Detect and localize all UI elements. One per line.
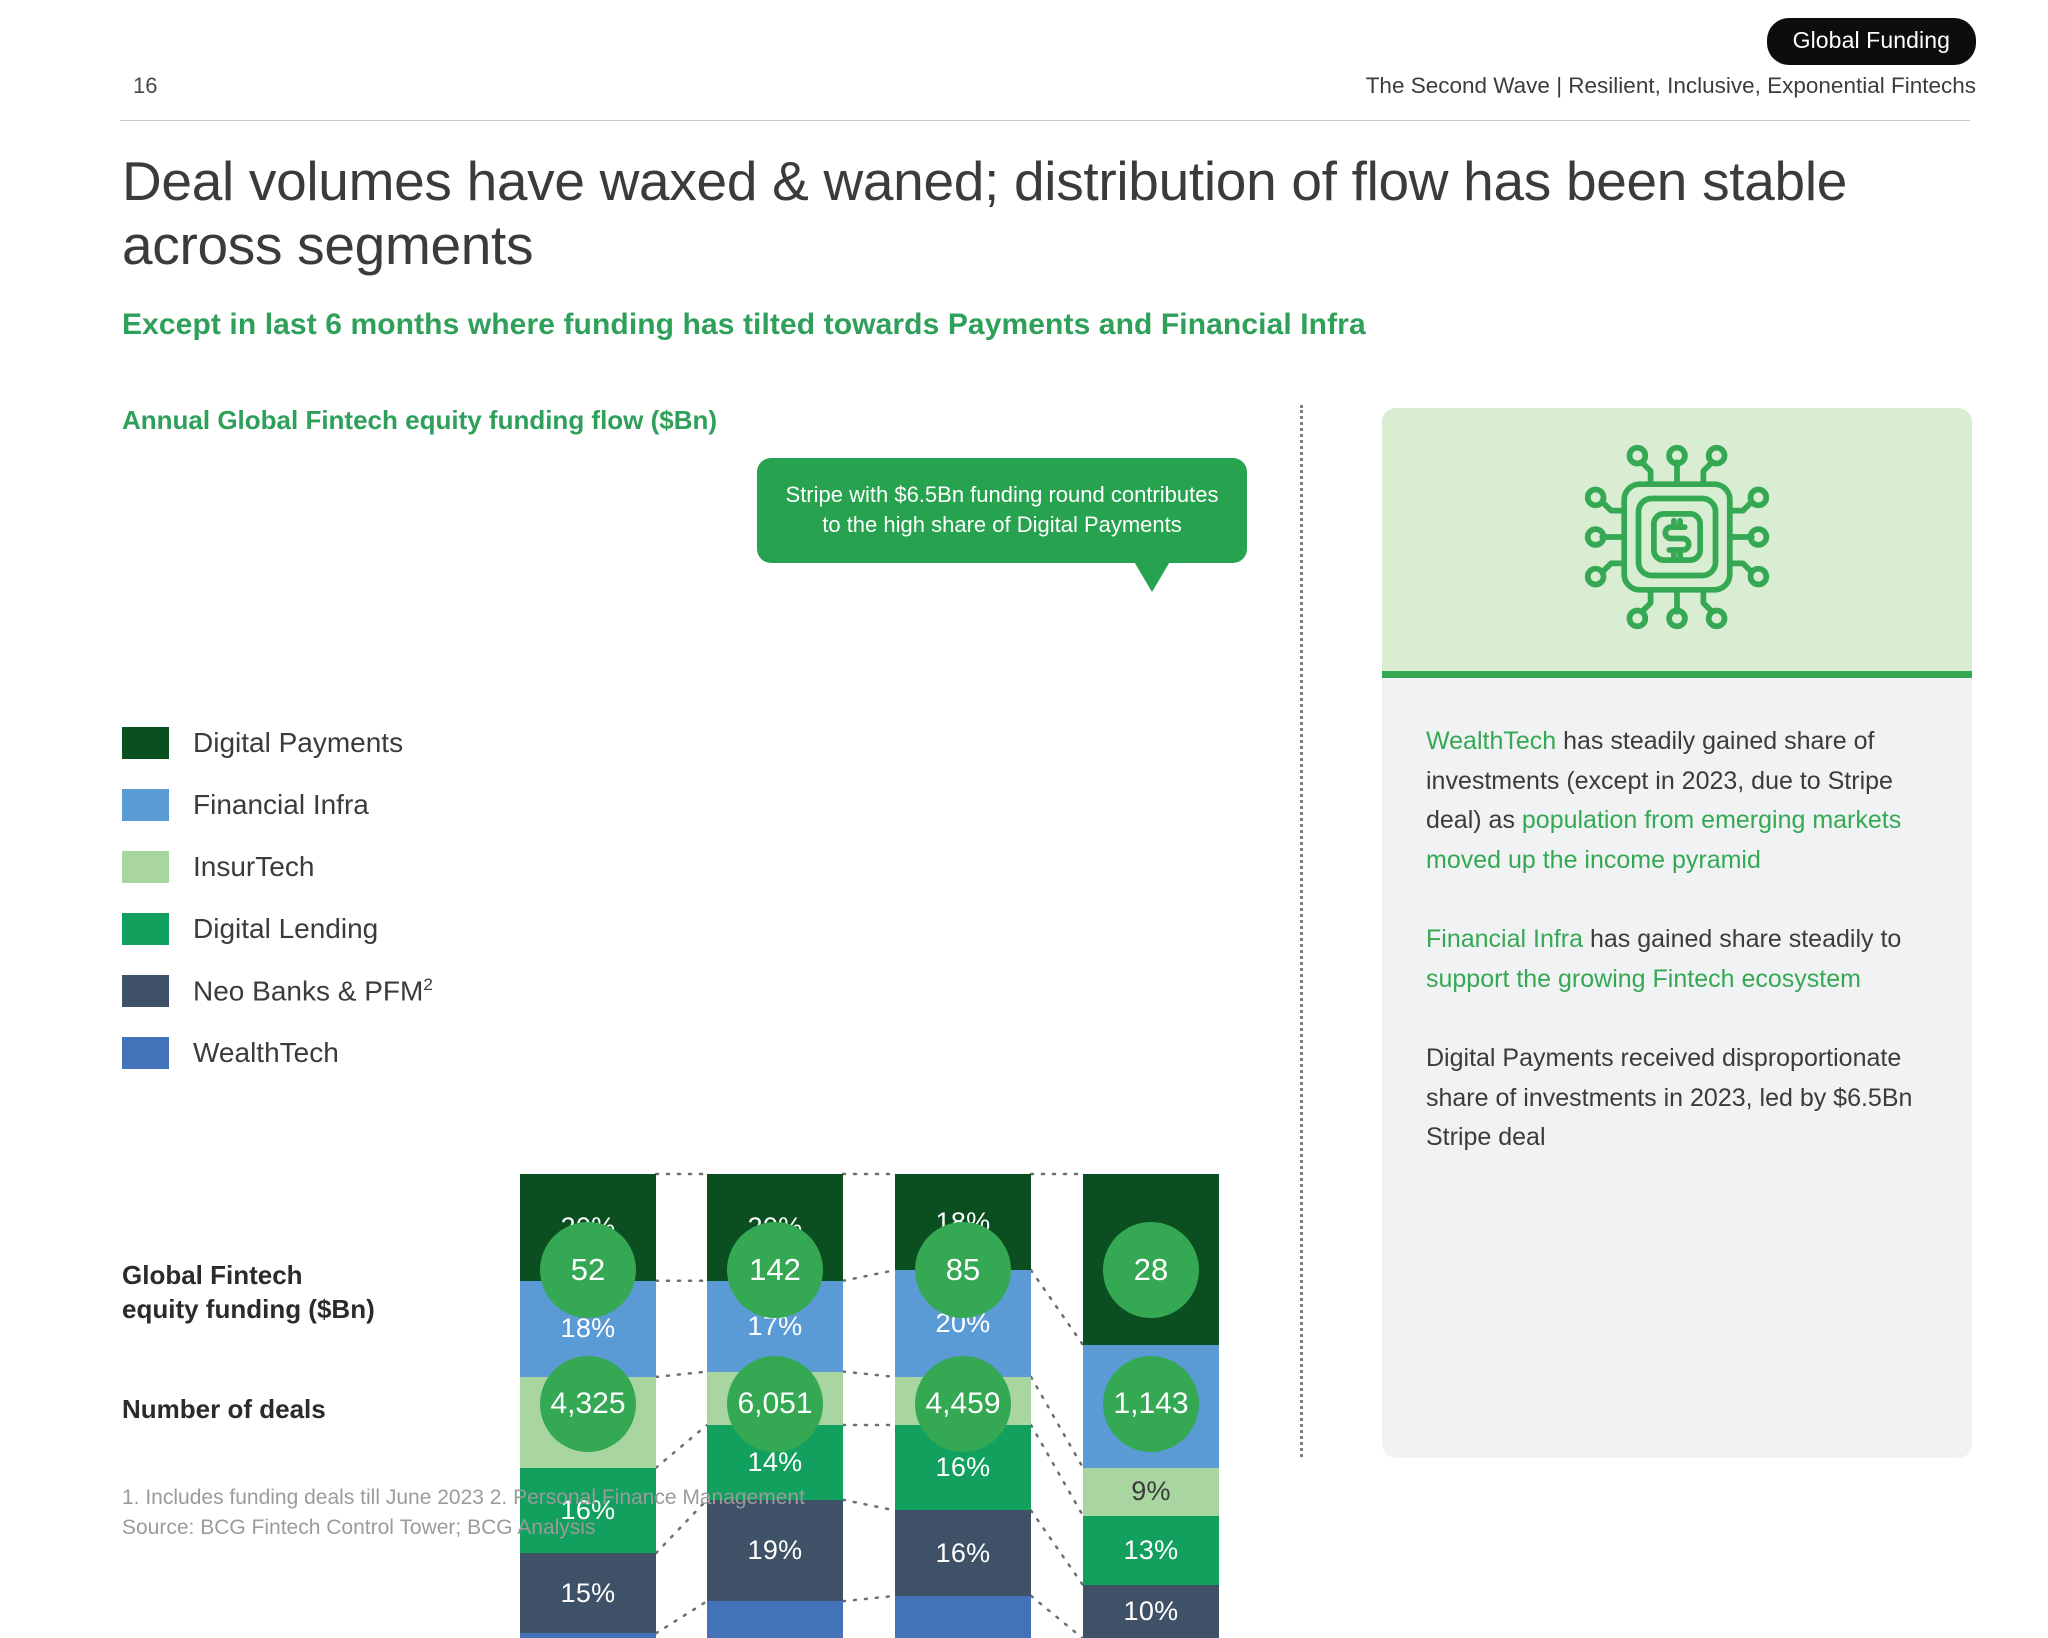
header-divider: [120, 120, 1970, 121]
deals-bubble: 6,051: [727, 1356, 823, 1452]
footnote: 1. Includes funding deals till June 2023…: [122, 1483, 805, 1544]
funding-row-label: Global Fintech equity funding ($Bn): [122, 1258, 375, 1327]
bar-segment: 19%: [707, 1499, 843, 1602]
stripe-callout: Stripe with $6.5Bn funding round contrib…: [757, 458, 1247, 564]
callout-pointer: [1126, 548, 1178, 592]
footnote-line-2: Source: BCG Fintech Control Tower; BCG A…: [122, 1516, 596, 1540]
bar-segment: 13%: [520, 1633, 656, 1638]
funding-row-label-line2: equity funding ($Bn): [122, 1294, 375, 1325]
highlight-text: population from emerging markets moved u…: [1426, 806, 1902, 874]
deck-title: The Second Wave | Resilient, Inclusive, …: [1365, 73, 1976, 98]
bar-segment: 9%: [1083, 1467, 1219, 1516]
body-text: has gained share steadily to: [1583, 925, 1902, 953]
legend-label: Financial Infra: [193, 789, 369, 820]
legend-item: WealthTech: [122, 1022, 433, 1084]
legend-swatch-1: [122, 727, 169, 759]
legend-swatch-2: [122, 789, 169, 821]
legend-swatch-6: [122, 1037, 169, 1069]
callout-line-2: to the high share of Digital Payments: [822, 511, 1182, 537]
insight-panel: WealthTech has steadily gained share of …: [1382, 408, 1972, 1458]
deals-bubble: 1,143: [1103, 1356, 1199, 1452]
funding-bubble: 85: [915, 1222, 1011, 1318]
legend-item: Digital Payments: [122, 712, 433, 774]
bar-segment: 13%: [1083, 1515, 1219, 1586]
bar-segment: 10%: [1083, 1585, 1219, 1638]
body-text: has steadily gained share of investments…: [1426, 727, 1893, 834]
chart-heading: Annual Global Fintech equity funding flo…: [122, 405, 718, 435]
bar-segment: 16%: [895, 1510, 1031, 1596]
legend-label: Neo Banks & PFM2: [193, 974, 433, 1007]
body-text: Digital Payments received disproportiona…: [1426, 1044, 1913, 1151]
legend-swatch-4: [122, 913, 169, 945]
panel-icon-area: [1382, 408, 1972, 678]
legend-label: InsurTech: [193, 851, 315, 882]
global-funding-badge: Global Funding: [1766, 18, 1976, 65]
callout-line-1: Stripe with $6.5Bn funding round contrib…: [785, 482, 1219, 507]
chip-dollar-icon: [1567, 427, 1787, 652]
page-subtitle: Except in last 6 months where funding ha…: [122, 308, 1366, 341]
page-number: 16: [133, 73, 158, 98]
funding-bubble: 52: [540, 1222, 636, 1318]
deals-row-label: Number of deals: [122, 1394, 326, 1424]
panel-paragraph-3: Digital Payments received disproportiona…: [1426, 1039, 1928, 1158]
funding-row-label-line1: Global Fintech: [122, 1260, 303, 1290]
panel-text-area: WealthTech has steadily gained share of …: [1382, 678, 1972, 1158]
deals-bubble: 4,325: [540, 1356, 636, 1452]
legend-item: InsurTech: [122, 836, 433, 898]
page-title: Deal volumes have waxed & waned; distrib…: [122, 150, 1848, 276]
bar-segment: 15%: [520, 1553, 656, 1634]
panel-paragraph-2: Financial Infra has gained share steadil…: [1426, 920, 1928, 999]
legend-item: Digital Lending: [122, 898, 433, 960]
footnote-line-1: 1. Includes funding deals till June 2023…: [122, 1486, 805, 1509]
legend-label: Digital Lending: [193, 913, 379, 944]
chart-legend: Digital Payments Financial Infra InsurTech…: [122, 712, 433, 1084]
bar-segment: 16%: [520, 1467, 656, 1554]
panel-paragraph-1: WealthTech has steadily gained share of …: [1426, 722, 1928, 880]
section-divider: [1300, 405, 1303, 1457]
legend-item: Neo Banks & PFM2: [122, 960, 433, 1022]
legend-item: Financial Infra: [122, 774, 433, 836]
highlight-text: Financial Infra: [1426, 925, 1584, 953]
legend-label: WealthTech: [193, 1037, 339, 1068]
bar-segment: 21%: [895, 1595, 1031, 1638]
highlight-text: support the growing Fintech ecosystem: [1426, 964, 1861, 993]
legend-label: Digital Payments: [193, 727, 404, 758]
deals-bubble: 4,459: [915, 1356, 1011, 1452]
legend-swatch-3: [122, 851, 169, 883]
stacked-bar-chart: 20%18%17%16%15%13%202020%17%10%14%19%20%…: [120, 586, 1280, 1638]
funding-bubble: 142: [727, 1222, 823, 1318]
bar-segment: 20%: [707, 1601, 843, 1638]
funding-bubble: 28: [1103, 1222, 1199, 1318]
highlight-text: WealthTech: [1426, 727, 1557, 755]
legend-swatch-5: [122, 975, 169, 1007]
